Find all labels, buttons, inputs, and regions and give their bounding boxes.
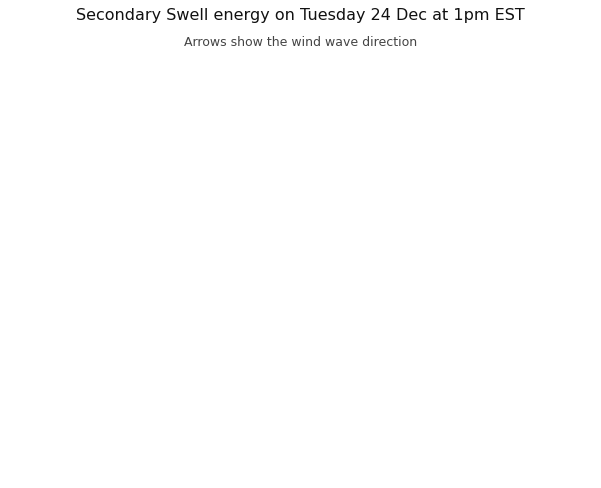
Text: cartopy not available: cartopy not available xyxy=(227,263,374,277)
Text: Secondary Swell energy on Tuesday 24 Dec at 1pm EST: Secondary Swell energy on Tuesday 24 Dec… xyxy=(76,8,525,23)
Text: Arrows show the wind wave direction: Arrows show the wind wave direction xyxy=(184,36,417,48)
